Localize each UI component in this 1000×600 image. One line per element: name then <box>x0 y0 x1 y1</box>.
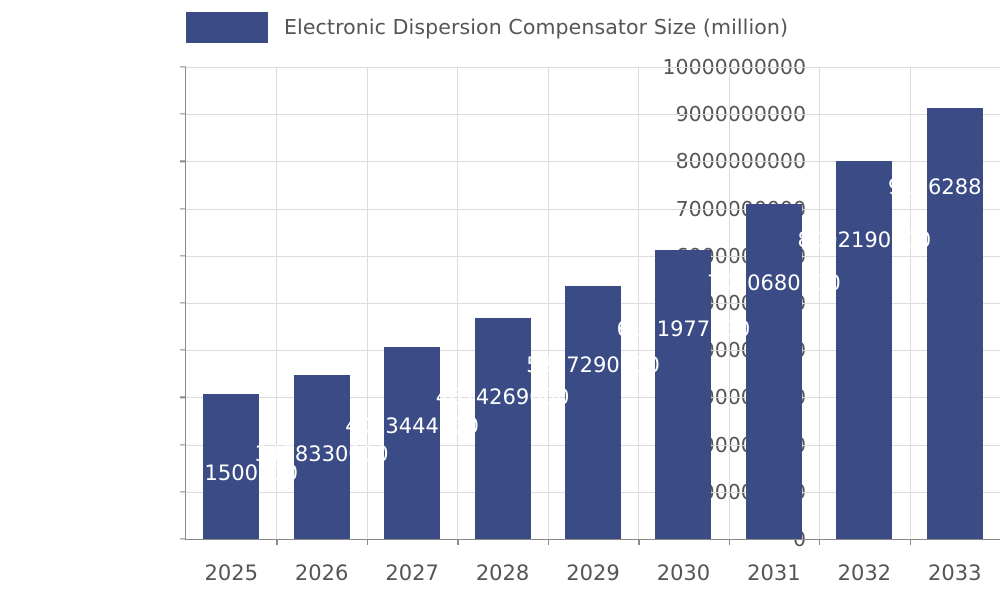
gridline-vertical <box>547 67 549 539</box>
y-axis-tick-mark <box>180 113 186 115</box>
plot-area: 3081500000 3478330000 4073444000 4674269000… <box>164 67 1000 541</box>
bar[interactable] <box>203 393 260 539</box>
gridline-vertical <box>276 67 278 539</box>
gridline-vertical <box>728 67 730 539</box>
bar[interactable] <box>474 318 531 539</box>
gridline-vertical <box>819 67 821 539</box>
x-axis-tick-label: 2031 <box>747 561 801 585</box>
x-axis-tick-label: 2026 <box>294 561 349 585</box>
x-axis-line <box>185 539 1000 541</box>
bar[interactable] <box>564 286 622 539</box>
bar[interactable] <box>655 249 712 539</box>
gridline-vertical <box>457 67 459 539</box>
gridline-vertical <box>909 67 911 539</box>
legend-label: Electronic Dispersion Compensator Size (… <box>284 15 789 39</box>
y-axis-tick-mark <box>180 207 186 210</box>
y-axis-tick-mark <box>180 491 186 493</box>
y-axis-tick-mark <box>180 443 186 446</box>
y-axis-line <box>185 67 187 540</box>
bar[interactable] <box>384 346 441 539</box>
x-axis-tick-label: 2030 <box>656 561 711 585</box>
x-axis-tick-label: 2025 <box>204 561 258 585</box>
chart-legend: Electronic Dispersion Compensator Size (… <box>186 11 788 43</box>
y-axis-tick-mark <box>180 302 186 304</box>
gridline-horizontal <box>186 255 1000 257</box>
y-axis-tick-mark <box>180 255 186 257</box>
bar[interactable] <box>926 108 983 539</box>
gridline-vertical <box>366 67 368 539</box>
y-axis-tick-mark <box>180 349 186 351</box>
y-axis-tick-mark <box>180 66 186 68</box>
gridline-horizontal <box>186 67 1000 68</box>
x-axis-tick-label: 2029 <box>566 561 620 585</box>
x-axis-tick-mark <box>366 539 369 545</box>
x-axis-tick-mark <box>728 539 730 545</box>
x-axis-tick-label: 2027 <box>385 561 439 585</box>
gridline-horizontal <box>186 161 1000 163</box>
x-axis-tick-mark <box>457 539 459 545</box>
bar[interactable] <box>293 374 350 539</box>
x-axis-tick-mark <box>638 539 640 545</box>
x-axis-tick-mark <box>547 539 550 545</box>
legend-color-swatch <box>186 11 268 43</box>
x-axis-tick-mark <box>276 539 278 545</box>
x-axis-tick-label: 2033 <box>928 561 982 585</box>
gridline-vertical <box>638 67 640 539</box>
gridline-horizontal <box>186 208 1000 210</box>
x-axis-tick-mark <box>819 539 821 545</box>
bar[interactable] <box>836 161 893 539</box>
y-axis-tick-mark <box>180 538 186 540</box>
x-axis-tick-mark <box>909 539 911 545</box>
bar[interactable] <box>745 204 802 539</box>
x-axis-tick-label: 2032 <box>837 561 892 585</box>
y-axis-tick-mark <box>180 396 186 399</box>
gridline-horizontal <box>186 114 1000 116</box>
y-axis-tick-mark <box>180 160 186 163</box>
x-axis-tick-label: 2028 <box>475 561 530 585</box>
